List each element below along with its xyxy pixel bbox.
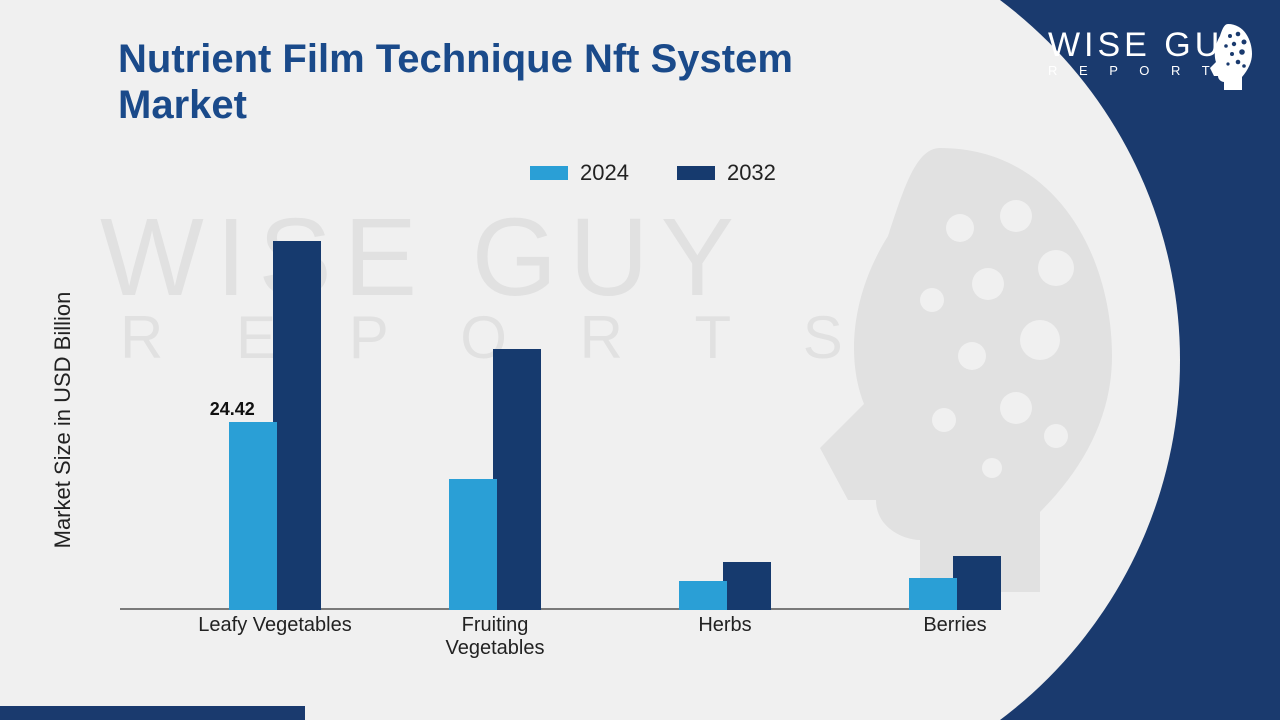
x-label-1: Fruiting Vegetables	[410, 614, 580, 660]
legend-swatch-2024	[530, 166, 568, 180]
legend: 2024 2032	[530, 160, 776, 186]
chart-area: Market Size in USD Billion 2024 2032 24.…	[50, 170, 1010, 670]
plot-region: 24.42	[120, 210, 990, 610]
chart-title: Nutrient Film Technique Nft System Marke…	[118, 36, 898, 128]
legend-item-2032: 2032	[677, 160, 776, 186]
brand-logo: WISE GUY R E P O R T S	[1048, 26, 1250, 78]
bar-group-3	[870, 556, 1040, 610]
bar-2024-3	[909, 578, 957, 610]
x-axis-labels: Leafy Vegetables Fruiting Vegetables Her…	[120, 614, 990, 674]
bar-2032-3	[953, 556, 1001, 610]
bar-2024-0: 24.42	[229, 422, 277, 610]
legend-label-2024: 2024	[580, 160, 629, 186]
legend-swatch-2032	[677, 166, 715, 180]
y-axis-label: Market Size in USD Billion	[50, 292, 76, 549]
legend-item-2024: 2024	[530, 160, 629, 186]
x-label-0: Leafy Vegetables	[190, 614, 360, 637]
bar-group-1	[410, 349, 580, 611]
x-label-2: Herbs	[640, 614, 810, 637]
bottom-accent-bar	[0, 706, 305, 720]
bar-2032-2	[723, 562, 771, 610]
legend-label-2032: 2032	[727, 160, 776, 186]
x-label-3: Berries	[870, 614, 1040, 637]
bar-group-0: 24.42	[190, 241, 360, 610]
bar-value-label-0: 24.42	[210, 399, 255, 420]
chart-canvas: WISE GUY R E P O R T S Nutrient Film Tec…	[0, 0, 1280, 720]
brand-head-icon	[1194, 22, 1254, 92]
bar-2032-0	[273, 241, 321, 610]
bar-2032-1	[493, 349, 541, 611]
bar-2024-1	[449, 479, 497, 610]
bar-group-2	[640, 562, 810, 610]
bar-2024-2	[679, 581, 727, 610]
